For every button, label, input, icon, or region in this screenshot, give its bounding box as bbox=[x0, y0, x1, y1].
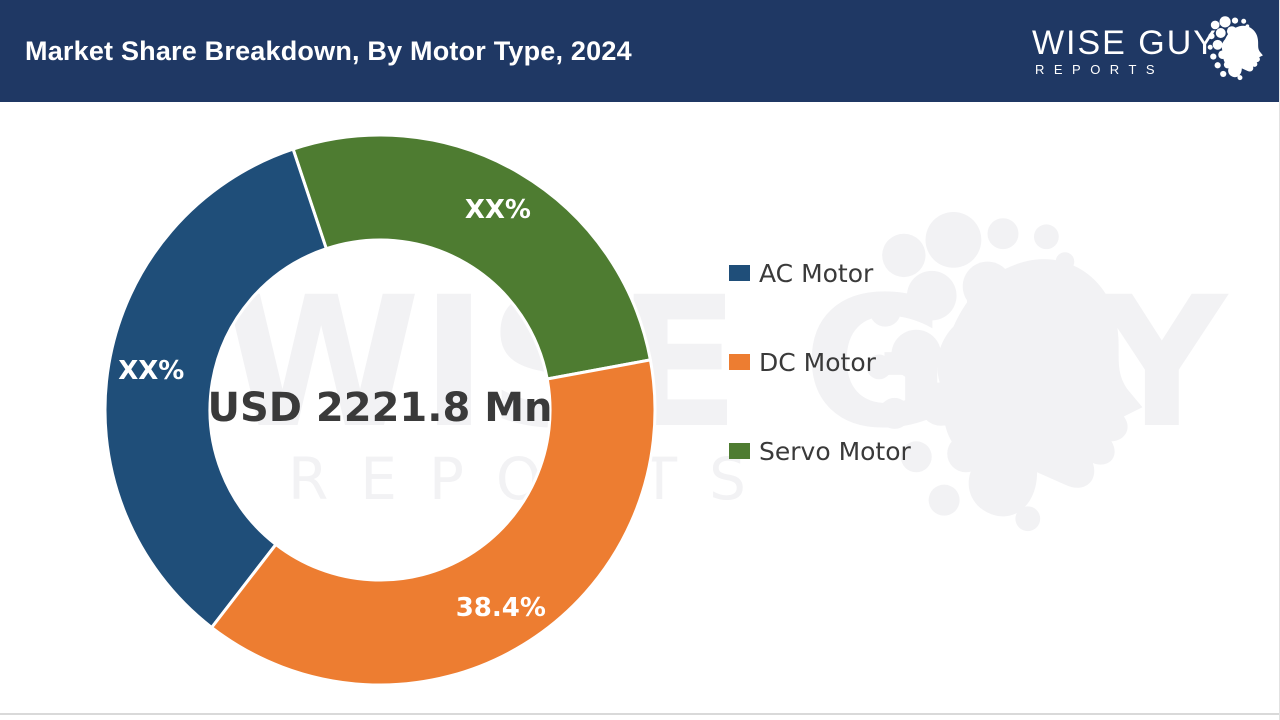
legend-item-dc-motor: DC Motor bbox=[729, 347, 911, 377]
legend-label: AC Motor bbox=[759, 258, 874, 288]
legend-swatch-dc-motor bbox=[729, 354, 750, 370]
legend-swatch-ac-motor bbox=[729, 265, 750, 281]
donut-center-label: USD 2221.8 Mn bbox=[207, 385, 553, 431]
slice-label-dc-motor: 38.4% bbox=[456, 593, 546, 623]
header-bar: Market Share Breakdown, By Motor Type, 2… bbox=[0, 0, 1280, 102]
logo-wordmark: WISE GUY bbox=[1031, 24, 1218, 62]
logo-subtitle: REPORTS bbox=[1034, 62, 1165, 77]
wiseguy-face-icon bbox=[1207, 16, 1263, 81]
legend-item-servo-motor: Servo Motor bbox=[729, 436, 911, 466]
donut-slice-ac-motor bbox=[103, 147, 328, 629]
donut-slice-dc-motor bbox=[210, 358, 657, 687]
footer-divider bbox=[0, 713, 1280, 715]
legend-item-ac-motor: AC Motor bbox=[729, 258, 911, 288]
slice-label-ac-motor: XX% bbox=[118, 356, 184, 386]
legend-swatch-servo-motor bbox=[729, 443, 750, 459]
legend-label: DC Motor bbox=[759, 347, 876, 377]
donut-slice-servo-motor bbox=[291, 133, 652, 381]
chart-legend: AC Motor DC Motor Servo Motor bbox=[729, 258, 911, 466]
slice-label-servo-motor: XX% bbox=[465, 195, 531, 225]
legend-label: Servo Motor bbox=[759, 436, 911, 466]
page-title: Market Share Breakdown, By Motor Type, 2… bbox=[25, 35, 632, 66]
donut-chart: XX% XX% 38.4% bbox=[103, 133, 657, 687]
wiseguy-logo: WISE GUY REPORTS bbox=[1032, 16, 1266, 86]
